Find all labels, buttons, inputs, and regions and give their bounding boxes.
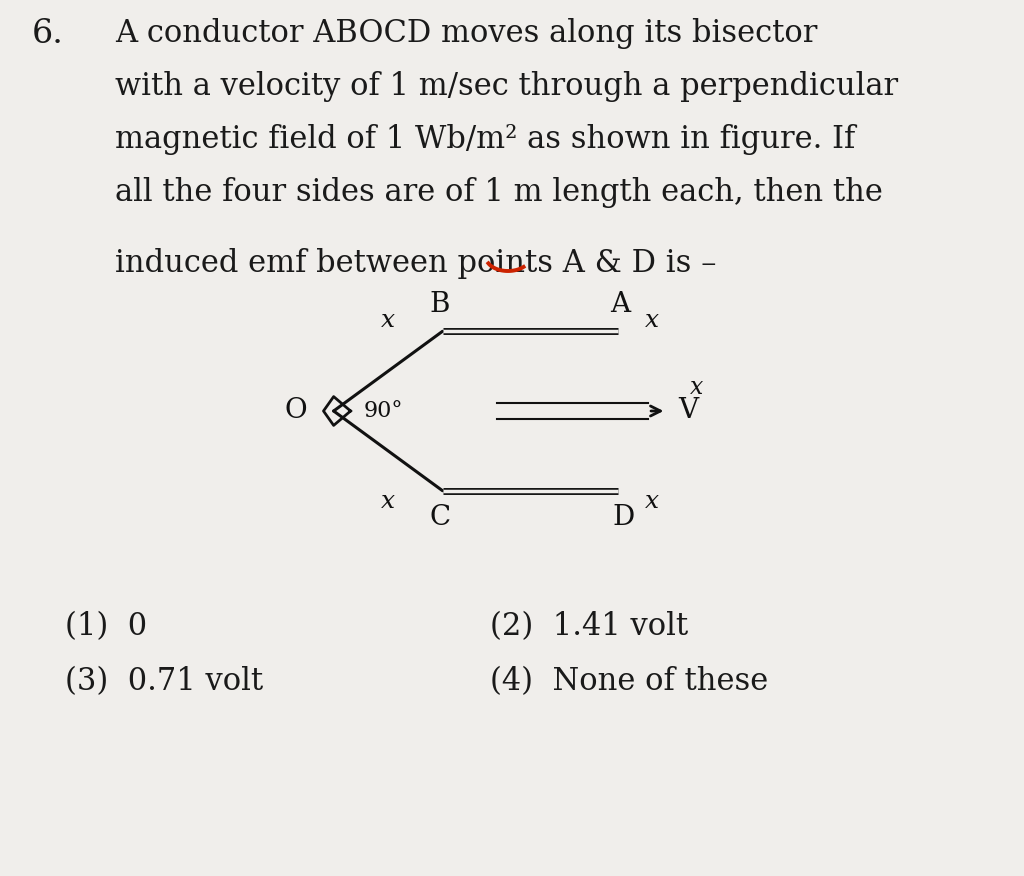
- Text: induced emf between points A & D is –: induced emf between points A & D is –: [115, 248, 717, 279]
- Text: with a velocity of 1 m/sec through a perpendicular: with a velocity of 1 m/sec through a per…: [115, 71, 898, 102]
- Text: D: D: [613, 504, 635, 531]
- Text: V: V: [679, 398, 698, 425]
- Text: (1)  0: (1) 0: [65, 611, 147, 642]
- Text: C: C: [429, 504, 451, 531]
- Text: 90°: 90°: [364, 400, 403, 422]
- Text: all the four sides are of 1 m length each, then the: all the four sides are of 1 m length eac…: [115, 177, 883, 208]
- Text: (3)  0.71 volt: (3) 0.71 volt: [65, 666, 263, 697]
- Text: (4)  None of these: (4) None of these: [490, 666, 768, 697]
- Text: O: O: [285, 398, 307, 425]
- Text: (2)  1.41 volt: (2) 1.41 volt: [490, 611, 688, 642]
- Text: x: x: [381, 490, 395, 512]
- Text: 6.: 6.: [32, 18, 63, 50]
- Text: x: x: [381, 309, 395, 333]
- Text: A conductor ABOCD moves along its bisector: A conductor ABOCD moves along its bisect…: [115, 18, 817, 49]
- Text: x: x: [645, 490, 658, 512]
- Text: B: B: [430, 292, 451, 319]
- Text: A: A: [610, 292, 631, 319]
- Text: x: x: [645, 309, 658, 333]
- Text: magnetic field of 1 Wb/m² as shown in figure. If: magnetic field of 1 Wb/m² as shown in fi…: [115, 124, 855, 155]
- Text: x: x: [690, 377, 703, 399]
